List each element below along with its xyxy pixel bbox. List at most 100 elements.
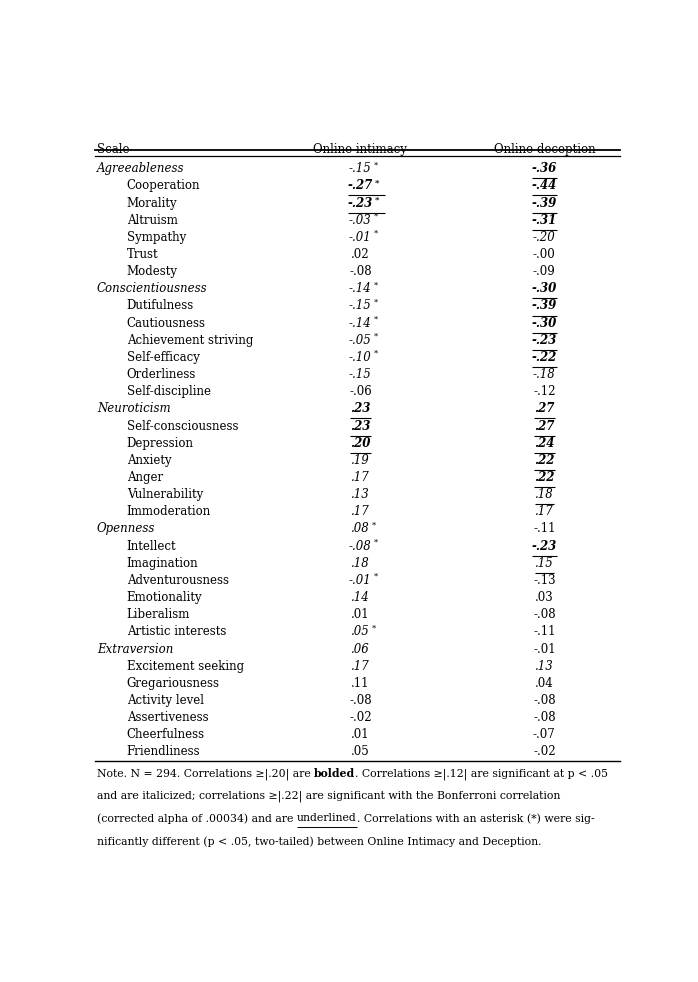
Text: nificantly different (p < .05, two-tailed) between Online Intimacy and Deception: nificantly different (p < .05, two-taile… [97,837,542,846]
Text: Self-consciousness: Self-consciousness [127,419,238,432]
Text: -.08: -.08 [349,694,372,707]
Text: -.14: -.14 [349,283,372,296]
Text: Liberalism: Liberalism [127,608,190,622]
Text: .17: .17 [351,506,370,518]
Text: Cautiousness: Cautiousness [127,316,206,330]
Text: -.08: -.08 [349,265,372,278]
Text: -.11: -.11 [533,522,556,535]
Text: -.08: -.08 [533,694,556,707]
Text: -.02: -.02 [349,711,372,724]
Text: and are italicized; correlations ≥|.22| are significant with the Bonferroni corr: and are italicized; correlations ≥|.22| … [97,791,560,802]
Text: -.15: -.15 [349,368,372,381]
Text: Openness: Openness [97,522,156,535]
Text: .23: .23 [350,419,371,432]
Text: -.10: -.10 [349,351,372,364]
Text: -.11: -.11 [533,626,556,638]
Text: -.15: -.15 [349,300,372,312]
Text: Agreeableness: Agreeableness [97,162,184,175]
Text: -.13: -.13 [533,573,556,587]
Text: Sympathy: Sympathy [127,231,186,244]
Text: -.14: -.14 [349,316,372,330]
Text: .04: .04 [535,677,554,690]
Text: *: * [373,573,378,580]
Text: .22: .22 [534,454,554,466]
Text: .13: .13 [535,660,554,673]
Text: Achievement striving: Achievement striving [127,334,253,347]
Text: -.05: -.05 [349,334,372,347]
Text: -.20: -.20 [533,231,556,244]
Text: Scale: Scale [97,142,130,156]
Text: -.39: -.39 [532,196,557,209]
Text: -.18: -.18 [533,368,556,381]
Text: -.23: -.23 [532,334,557,347]
Text: .24: .24 [534,437,554,450]
Text: -.30: -.30 [532,283,557,296]
Text: Gregariousness: Gregariousness [127,677,220,690]
Text: .17: .17 [535,506,554,518]
Text: -.06: -.06 [349,385,372,399]
Text: .11: .11 [351,677,370,690]
Text: .17: .17 [351,471,370,484]
Text: -.08: -.08 [349,540,372,553]
Text: Dutifulness: Dutifulness [127,300,194,312]
Text: Conscientiousness: Conscientiousness [97,283,207,296]
Text: .05: .05 [351,745,370,758]
Text: *: * [373,299,378,306]
Text: -.08: -.08 [533,608,556,622]
Text: Friendliness: Friendliness [127,745,200,758]
Text: Cheerfulness: Cheerfulness [127,729,205,741]
Text: *: * [375,195,379,203]
Text: Orderliness: Orderliness [127,368,196,381]
Text: Altruism: Altruism [127,214,177,227]
Text: Morality: Morality [127,196,177,209]
Text: -.15: -.15 [349,162,372,175]
Text: .19: .19 [351,454,370,466]
Text: *: * [371,625,376,632]
Text: *: * [373,315,378,323]
Text: -.01: -.01 [533,642,556,656]
Text: .15: .15 [535,557,554,570]
Text: .22: .22 [534,471,554,484]
Text: .27: .27 [534,419,554,432]
Text: -.00: -.00 [533,248,556,261]
Text: . Correlations with an asterisk (*) were sig-: . Correlations with an asterisk (*) were… [357,813,594,824]
Text: .06: .06 [351,642,370,656]
Text: .18: .18 [351,557,370,570]
Text: Intellect: Intellect [127,540,177,553]
Text: *: * [373,212,378,221]
Text: Anger: Anger [127,471,163,484]
Text: Self-efficacy: Self-efficacy [127,351,200,364]
Text: Assertiveness: Assertiveness [127,711,209,724]
Text: Online deception: Online deception [493,142,595,156]
Text: .05: .05 [351,626,370,638]
Text: -.09: -.09 [533,265,556,278]
Text: Note. N = 294. Correlations ≥|.20| are: Note. N = 294. Correlations ≥|.20| are [97,768,314,780]
Text: *: * [371,521,376,529]
Text: Self-discipline: Self-discipline [127,385,211,399]
Text: .01: .01 [351,608,370,622]
Text: *: * [373,538,378,547]
Text: -.22: -.22 [532,351,557,364]
Text: -.01: -.01 [349,573,372,587]
Text: -.12: -.12 [533,385,556,399]
Text: Excitement seeking: Excitement seeking [127,660,244,673]
Text: Vulnerability: Vulnerability [127,488,203,501]
Text: -.02: -.02 [533,745,556,758]
Text: .20: .20 [350,437,371,450]
Text: Neuroticism: Neuroticism [97,403,170,415]
Text: Immoderation: Immoderation [127,506,211,518]
Text: -.01: -.01 [349,231,372,244]
Text: Online intimacy: Online intimacy [313,142,408,156]
Text: bolded: bolded [314,768,355,779]
Text: .27: .27 [534,403,554,415]
Text: *: * [373,350,378,357]
Text: -.30: -.30 [532,316,557,330]
Text: Adventurousness: Adventurousness [127,573,229,587]
Text: -.27: -.27 [348,180,373,192]
Text: (corrected alpha of .00034) and are: (corrected alpha of .00034) and are [97,813,297,824]
Text: Trust: Trust [127,248,158,261]
Text: .18: .18 [535,488,554,501]
Text: *: * [373,161,378,169]
Text: .08: .08 [351,522,370,535]
Text: .02: .02 [351,248,370,261]
